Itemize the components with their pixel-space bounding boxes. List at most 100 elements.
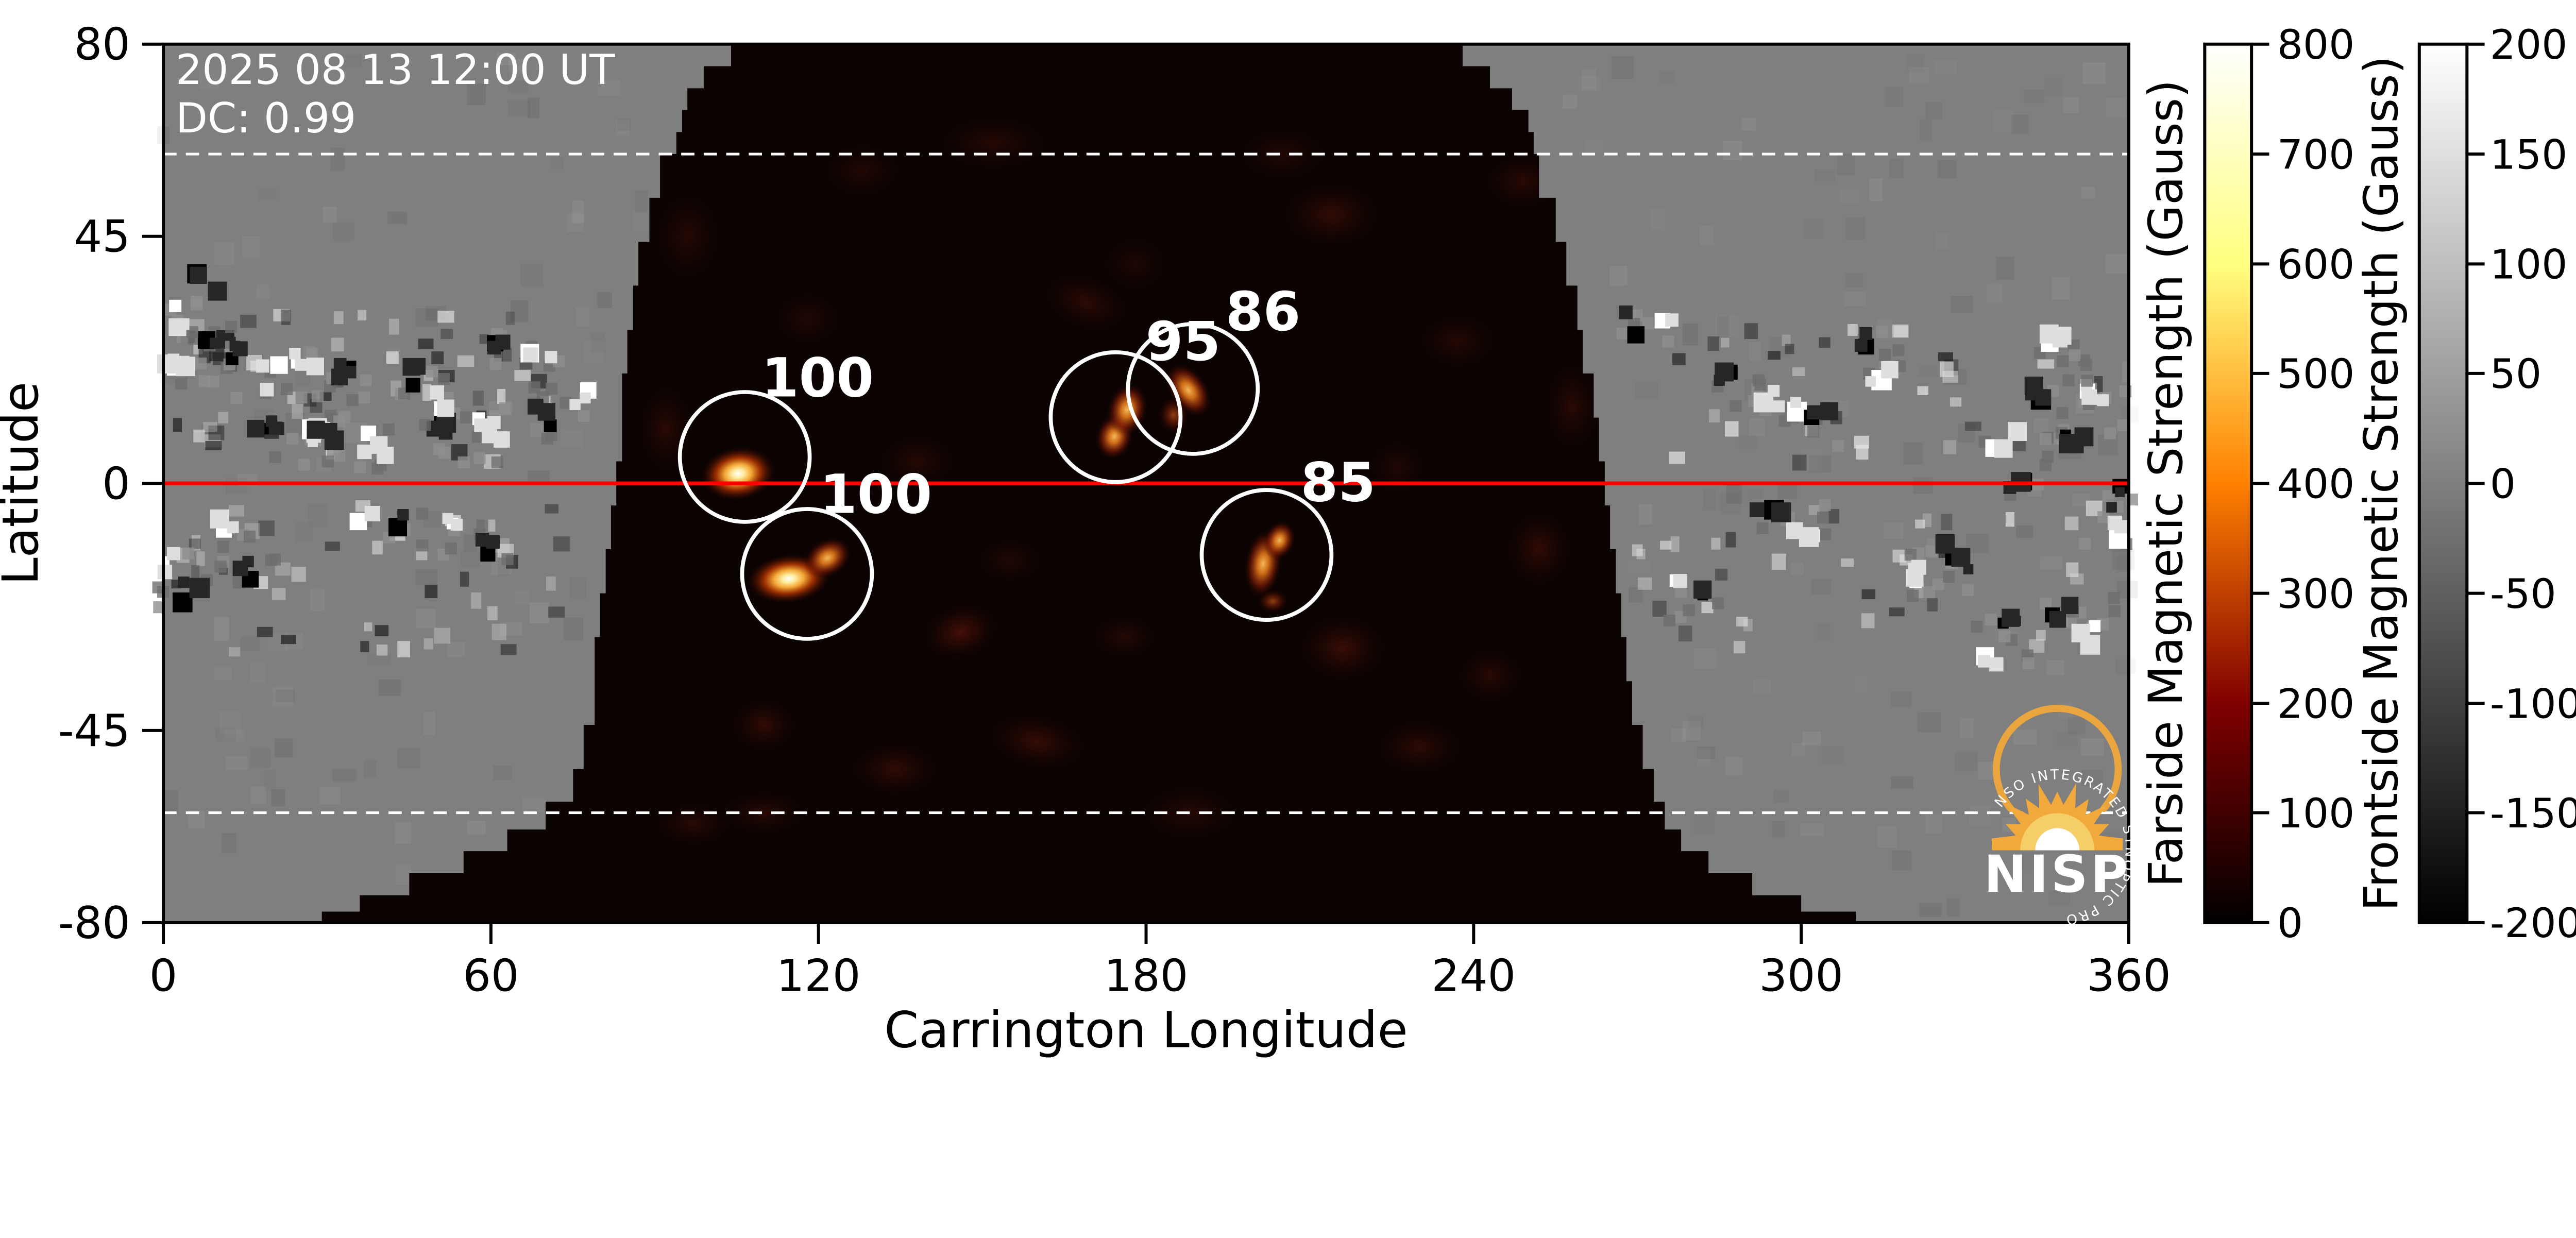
y-axis-tick-label: 45	[74, 211, 130, 263]
nisp-logo-text: NISP	[1984, 845, 2131, 904]
y-axis-title: Latitude	[0, 382, 49, 585]
x-axis-tick-label: 240	[1432, 951, 1516, 1002]
farside-colorbar	[2203, 42, 2253, 924]
active-region-circle	[677, 390, 812, 524]
x-axis-tick-label: 300	[1759, 951, 1843, 1002]
magnetogram-cluster	[349, 506, 429, 552]
faint-heat-blob	[977, 538, 1043, 583]
x-axis-tick-label: 360	[2087, 951, 2171, 1002]
frontside-colorbar	[2417, 42, 2469, 924]
timestamp-label: 2025 08 13 12:00 UT	[176, 45, 615, 94]
faint-heat-blob	[720, 790, 808, 835]
active-region-blob	[1158, 396, 1189, 434]
faint-heat-blob	[1375, 719, 1463, 774]
faint-heat-blob	[654, 192, 720, 281]
faint-heat-blob	[1369, 439, 1425, 495]
dc-value-label: DC: 0.99	[176, 94, 356, 142]
farside-map-figure: 100 100 95 86 85 0 60 120 180 240 300 360 80 45 0 -45 -…	[0, 19, 2576, 1059]
magnetogram-cluster	[149, 547, 227, 614]
faint-heat-blob	[1419, 313, 1496, 368]
x-axis-title: Carrington Longitude	[884, 1002, 1408, 1059]
magnetogram-cluster	[426, 402, 511, 469]
faint-heat-blob	[823, 143, 901, 198]
faint-heat-blob	[1102, 236, 1168, 292]
faint-heat-blob	[1092, 615, 1157, 659]
farside-colorbar-tick-label: 500	[2277, 350, 2354, 398]
magnetogram-cluster	[487, 328, 565, 372]
magnetogram-cluster	[223, 341, 293, 404]
active-region-blob	[1263, 521, 1296, 560]
faint-heat-blob	[654, 802, 732, 846]
y-axis-tick-label: -45	[58, 705, 130, 757]
x-axis-tick-label: 0	[149, 951, 178, 1002]
magnetogram-cluster	[395, 358, 454, 431]
frontside-colorbar-tick-label: 0	[2490, 461, 2516, 508]
faint-heat-blob	[1282, 181, 1381, 248]
x-axis-tick-label: 180	[1104, 951, 1189, 1002]
magnetogram-cluster	[2024, 324, 2093, 410]
farside-colorbar-tick-label: 200	[2277, 680, 2354, 727]
faint-heat-blob	[923, 603, 998, 660]
farside-colorbar-tick-label: 700	[2277, 131, 2354, 178]
active-region-blob	[1257, 589, 1289, 614]
annotations-layer: 100 100 95 86 85	[677, 280, 2123, 851]
faint-heat-blob	[878, 434, 956, 489]
frontside-colorbar-tick-label: 100	[2490, 241, 2567, 289]
magnetogram-speckle-clusters	[149, 264, 2138, 672]
active-region-circle	[1126, 322, 1260, 456]
magnetogram-cluster	[164, 264, 238, 338]
faint-heat-blob	[731, 697, 796, 753]
faint-heat-blob	[774, 291, 840, 346]
nisp-logo	[1991, 705, 2123, 851]
y-axis-tick-label: 0	[102, 458, 130, 510]
magnetogram-cluster	[1711, 362, 1780, 416]
farside-colorbar-tick-label: 300	[2277, 570, 2354, 618]
frontside-colorbar-tick-label: -50	[2490, 570, 2556, 618]
faint-heat-blob	[1239, 126, 1327, 182]
x-axis-tick-label: 60	[463, 951, 519, 1002]
farside-colorbar-tick-label: 600	[2277, 241, 2354, 289]
frontside-colorbar-tick-label: -200	[2490, 900, 2576, 947]
frontside-colorbar-title: Frontside Magnetic Strength (Gauss)	[2354, 56, 2409, 911]
faint-heat-blob	[1457, 648, 1523, 703]
farside-heat-blobs	[638, 115, 1600, 846]
farside-colorbar-tick-label: 400	[2277, 461, 2354, 508]
y-axis-tick-label: -80	[58, 897, 130, 949]
frontside-colorbar-tick-label: 200	[2490, 21, 2567, 69]
active-region-label: 100	[761, 346, 874, 409]
faint-heat-blob	[1506, 511, 1572, 588]
logo-ring-arc	[1993, 705, 2122, 812]
logo-sun-core-icon	[2035, 828, 2079, 851]
active-region-circle	[1048, 350, 1183, 484]
faint-heat-blob	[1044, 273, 1128, 332]
frontside-colorbar-tick-label: 150	[2490, 131, 2567, 178]
frontside-colorbar-tick-label: -150	[2490, 790, 2576, 837]
active-region-circle	[740, 507, 874, 641]
faint-heat-blob	[1298, 615, 1386, 682]
active-region-blob	[803, 537, 851, 579]
faint-heat-blob	[938, 115, 1048, 171]
active-region-circle	[1199, 488, 1334, 622]
magnetogram-cluster	[1971, 608, 2035, 672]
faint-heat-blob	[1545, 362, 1600, 451]
faint-heat-blob	[988, 713, 1086, 770]
magnetogram-cluster	[289, 348, 372, 406]
magnetogram-cluster	[307, 411, 395, 475]
farside-colorbar-tick-label: 100	[2277, 790, 2354, 837]
active-region-label: 86	[1226, 280, 1300, 343]
active-region-blob	[701, 447, 775, 501]
active-region-label: 100	[820, 463, 932, 526]
frontside-colorbar-tick-label: -100	[2490, 680, 2576, 727]
y-axis-tick-label: 80	[74, 19, 130, 71]
magnetogram-cluster	[1904, 534, 1974, 602]
active-region-label: 95	[1146, 310, 1221, 373]
active-region-label: 85	[1301, 451, 1376, 514]
farside-colorbar-tick-label: 0	[2277, 900, 2303, 947]
magnetogram-cluster	[1978, 422, 2054, 501]
farside-colorbar-title: Farside Magnetic Strength (Gauss)	[2139, 80, 2193, 888]
x-axis-tick-label: 120	[776, 951, 861, 1002]
map-plot-area	[149, 44, 2144, 923]
farside-colorbar-tick-label: 800	[2277, 21, 2354, 69]
magnetogram-cluster	[1663, 573, 1724, 626]
magnetogram-cluster	[2039, 592, 2121, 655]
